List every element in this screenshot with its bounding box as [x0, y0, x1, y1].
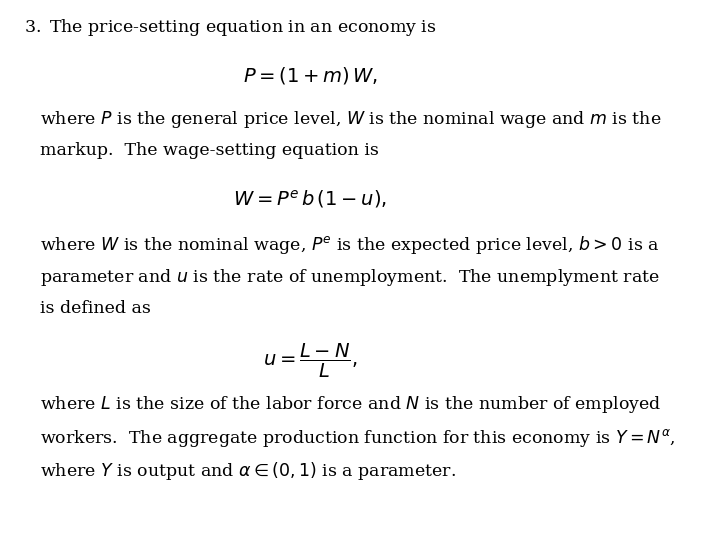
Text: parameter and $u$ is the rate of unemployment.  The unemplyment rate: parameter and $u$ is the rate of unemplo… [40, 267, 660, 288]
Text: workers.  The aggregate production function for this economy is $Y = N^{\alpha}$: workers. The aggregate production functi… [40, 427, 676, 449]
Text: $u = \dfrac{L-N}{L},$: $u = \dfrac{L-N}{L},$ [263, 342, 357, 380]
Text: 3.$\enspace$The price-setting equation in an economy is: 3.$\enspace$The price-setting equation i… [23, 17, 436, 38]
Text: markup.  The wage-setting equation is: markup. The wage-setting equation is [40, 142, 379, 159]
Text: is defined as: is defined as [40, 300, 151, 317]
Text: $P = (1+m)\,W,$: $P = (1+m)\,W,$ [242, 65, 378, 86]
Text: where $Y$ is output and $\alpha \in (0,1)$ is a parameter.: where $Y$ is output and $\alpha \in (0,1… [40, 460, 456, 482]
Text: where $W$ is the nominal wage, $P^{e}$ is the expected price level, $b > 0$ is a: where $W$ is the nominal wage, $P^{e}$ i… [40, 234, 660, 256]
Text: where $L$ is the size of the labor force and $N$ is the number of employed: where $L$ is the size of the labor force… [40, 394, 662, 415]
Text: where $P$ is the general price level, $W$ is the nominal wage and $m$ is the: where $P$ is the general price level, $W… [40, 109, 662, 130]
Text: $W = P^{e}\,b\,(1-u),$: $W = P^{e}\,b\,(1-u),$ [233, 188, 387, 210]
